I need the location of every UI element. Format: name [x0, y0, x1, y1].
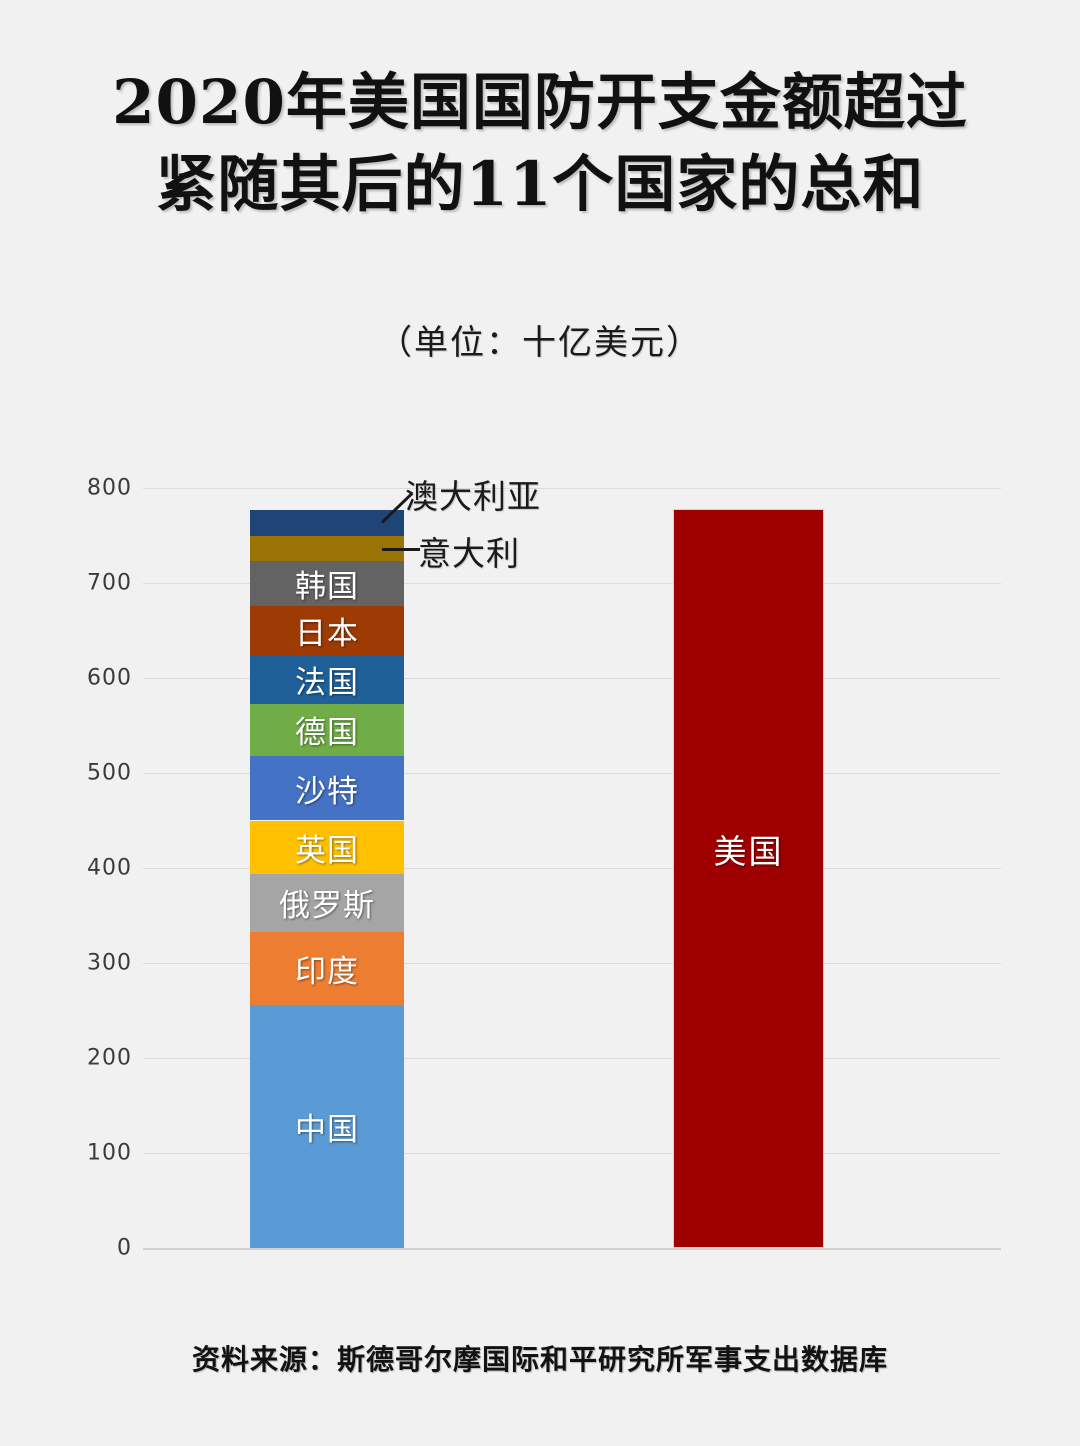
- bar-segment-法国[interactable]: 法国: [250, 656, 404, 704]
- y-axis-tick-label: 700: [87, 570, 132, 596]
- gridline: [143, 488, 1001, 489]
- callout-label-australia: 澳大利亚: [405, 480, 541, 516]
- source-note: 资料来源：斯德哥尔摩国际和平研究所军事支出数据库: [191, 1343, 888, 1376]
- gridline: [143, 963, 1001, 964]
- gridline: [143, 678, 1001, 679]
- y-axis-tick-label: 0: [117, 1235, 132, 1261]
- title-line-1: 2020年美国国防开支金额超过: [112, 67, 968, 138]
- bar-segment-label: 法国: [295, 665, 359, 701]
- gridline: [143, 773, 1001, 774]
- bar-segment-俄罗斯[interactable]: 俄罗斯: [250, 873, 404, 932]
- y-axis-tick-label: 300: [87, 950, 132, 976]
- bar-segment-印度[interactable]: 印度: [250, 931, 404, 1005]
- bar-segment-意大利[interactable]: [250, 536, 404, 562]
- bar-segment-label: 俄罗斯: [279, 888, 375, 924]
- y-axis-tick-label: 800: [87, 475, 132, 501]
- y-axis-tick-label: 600: [87, 665, 132, 691]
- bar-usa-label: 美国: [713, 835, 784, 872]
- y-axis-tick-label: 200: [87, 1045, 132, 1071]
- bar-segment-label: 德国: [295, 715, 359, 751]
- bar-segment-label: 日本: [295, 616, 359, 652]
- page-title: 2020年美国国防开支金额超过 紧随其后的11个国家的总和: [0, 62, 1080, 226]
- bar-segment-德国[interactable]: 德国: [250, 703, 404, 756]
- bar-segment-label: 印度: [295, 953, 359, 989]
- y-axis-tick-label: 400: [87, 855, 132, 881]
- bar-segment-中国[interactable]: 中国: [250, 1004, 404, 1248]
- axis-baseline: [143, 1248, 1001, 1250]
- callout-leader-line-italy: [382, 548, 420, 551]
- bar-segment-label: 英国: [295, 832, 359, 868]
- bar-usa[interactable]: 美国: [673, 508, 824, 1248]
- stacked-bar-other-countries[interactable]: 中国 印度 俄罗斯 英国 沙特 德国 法国 日本 韩国: [250, 0, 404, 1248]
- bar-segment-沙特[interactable]: 沙特: [250, 755, 404, 821]
- y-axis-tick-label: 500: [87, 760, 132, 786]
- bar-segment-英国[interactable]: 英国: [250, 820, 404, 874]
- gridline: [143, 1058, 1001, 1059]
- bar-segment-label: 中国: [295, 1111, 359, 1147]
- callout-label-italy: 意大利: [418, 537, 520, 573]
- bar-segment-label: 韩国: [295, 568, 359, 604]
- y-axis-tick-label: 100: [87, 1140, 132, 1166]
- gridline: [143, 868, 1001, 869]
- bar-segment-韩国[interactable]: 韩国: [250, 561, 404, 606]
- bar-segment-日本[interactable]: 日本: [250, 605, 404, 657]
- bar-segment-澳大利亚[interactable]: [250, 509, 404, 537]
- bar-segment-label: 沙特: [295, 773, 359, 809]
- title-line-2: 紧随其后的11个国家的总和: [155, 149, 925, 220]
- chart-subtitle: （单位：十亿美元）: [378, 325, 702, 362]
- gridline: [143, 583, 1001, 584]
- gridline: [143, 1153, 1001, 1154]
